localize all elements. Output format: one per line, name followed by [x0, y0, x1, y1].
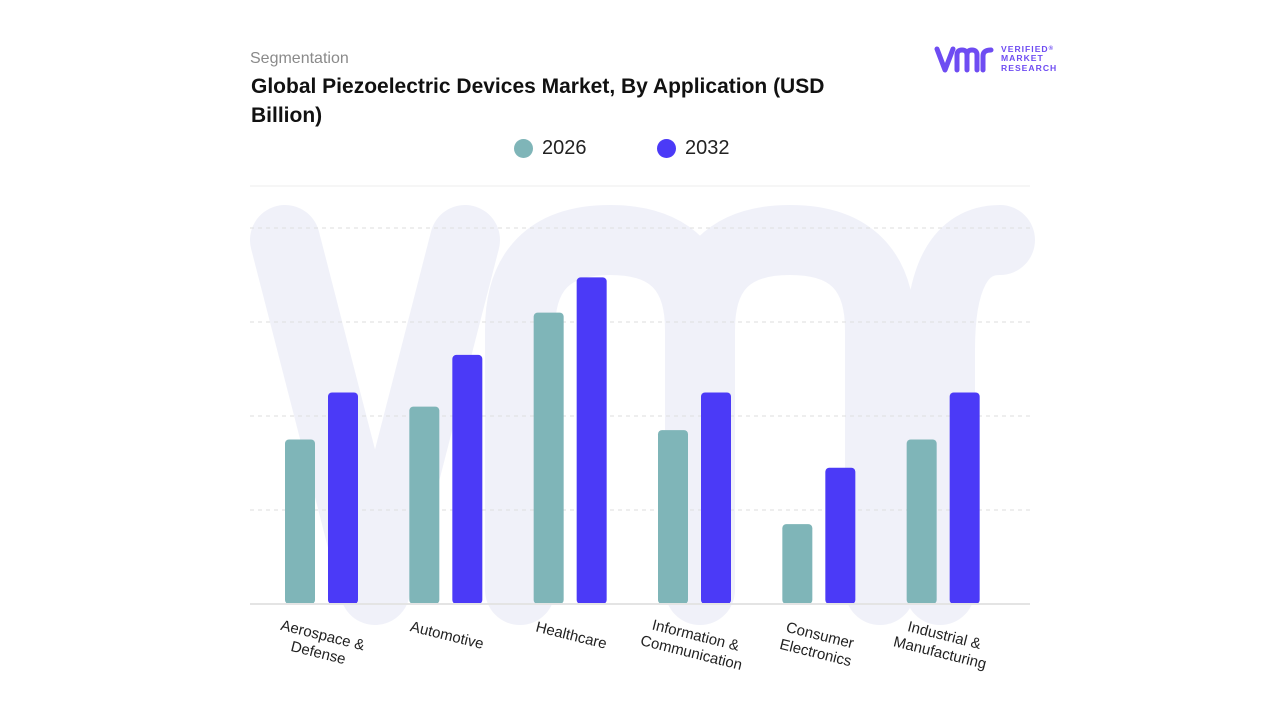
bar-2032-1: [452, 354, 483, 604]
bar-2032-3: [701, 392, 731, 604]
x-tick-label: Aerospace &Defense: [275, 617, 367, 672]
vmr-logo-text: VERIFIED® MARKET RESEARCH: [1001, 44, 1058, 73]
vmr-logo-icon: [934, 46, 994, 73]
chart-legend: 2026 2032: [0, 135, 1280, 161]
legend-swatch-2026: [514, 138, 533, 158]
bar-2026-2: [533, 312, 564, 604]
bar-2026-1: [409, 406, 440, 604]
watermark-logo: [250, 205, 1035, 625]
x-tick-label-line: Automotive: [408, 618, 485, 653]
bar-2032-4: [825, 467, 856, 604]
legend-swatch-2032: [657, 138, 676, 158]
legend-item-2026[interactable]: 2026: [514, 135, 587, 161]
segmentation-label: Segmentation: [250, 50, 349, 67]
bar-2032-0: [328, 392, 358, 604]
logo-line-market: MARKET: [1001, 53, 1044, 64]
legend-label-2032: 2032: [685, 136, 730, 159]
bar-2032-2: [576, 277, 607, 604]
bar-2026-5: [906, 439, 937, 604]
bar-2032-5: [949, 392, 980, 604]
bar-2026-0: [285, 439, 315, 604]
bar-2026-4: [782, 524, 813, 604]
x-tick-label: Healthcare: [534, 619, 609, 653]
vmr-logo-mark: [934, 46, 994, 73]
x-tick-label: Automotive: [408, 618, 485, 653]
x-tick-label: ConsumerElectronics: [778, 619, 858, 671]
logo-line-verified: VERIFIED: [1001, 44, 1049, 54]
legend-item-2032[interactable]: 2032: [657, 135, 730, 161]
legend-label-2026: 2026: [542, 136, 587, 159]
logo-registered: ®: [1048, 46, 1055, 52]
bar-2026-3: [658, 430, 688, 604]
chart-title: Global Piezoelectric Devices Market, By …: [251, 75, 825, 127]
logo-line-research: RESEARCH: [1001, 62, 1058, 73]
x-tick-label-line: Healthcare: [534, 619, 609, 653]
